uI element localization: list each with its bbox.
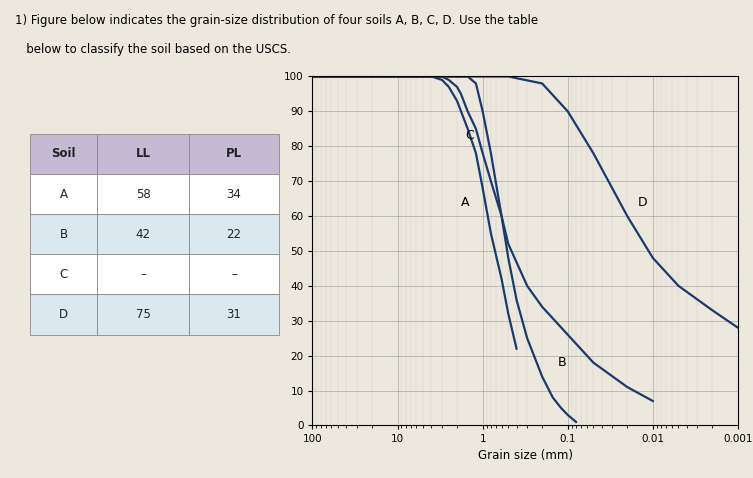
Bar (189, 214, 279, 254)
Text: D: D (638, 196, 648, 208)
Text: D: D (59, 308, 69, 321)
Text: B: B (59, 228, 68, 241)
X-axis label: Grain size (mm): Grain size (mm) (477, 449, 573, 462)
Bar (30, 254, 97, 294)
Text: 34: 34 (227, 187, 241, 201)
Text: PL: PL (226, 147, 242, 161)
Bar (189, 254, 279, 294)
Text: LL: LL (136, 147, 151, 161)
Bar (97, 254, 189, 294)
Bar (189, 294, 279, 335)
Text: 31: 31 (227, 308, 241, 321)
Text: –: – (140, 268, 146, 281)
Bar (97, 174, 189, 214)
Text: A: A (461, 196, 469, 208)
Bar (30, 174, 97, 214)
Text: 58: 58 (136, 187, 151, 201)
Text: B: B (558, 356, 567, 369)
Bar (30, 294, 97, 335)
Text: C: C (465, 129, 474, 142)
Text: 22: 22 (227, 228, 242, 241)
Text: C: C (59, 268, 68, 281)
Bar (97, 214, 189, 254)
Y-axis label: Percent finer: Percent finer (267, 213, 279, 289)
Text: –: – (231, 268, 237, 281)
Bar (30, 134, 97, 174)
Bar (97, 134, 189, 174)
Text: 75: 75 (136, 308, 151, 321)
Bar (30, 214, 97, 254)
Bar (189, 174, 279, 214)
Text: 1) Figure below indicates the grain-size distribution of four soils A, B, C, D. : 1) Figure below indicates the grain-size… (15, 14, 538, 27)
Text: Soil: Soil (51, 147, 76, 161)
Text: A: A (59, 187, 68, 201)
Bar (97, 294, 189, 335)
Bar (189, 134, 279, 174)
Text: below to classify the soil based on the USCS.: below to classify the soil based on the … (15, 43, 291, 56)
Text: 42: 42 (136, 228, 151, 241)
